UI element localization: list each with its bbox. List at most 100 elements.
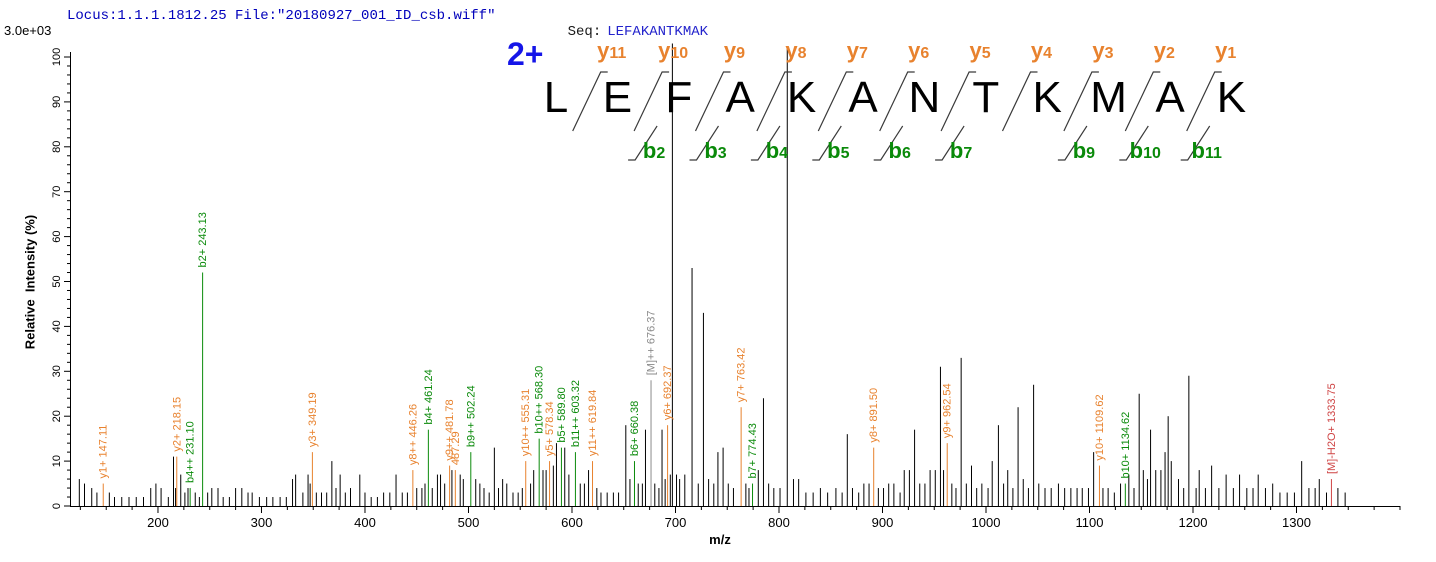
intensity-scale: 3.0e+03 (4, 23, 52, 38)
sequence-line: Seq: LEFAKANTKMAK (534, 8, 708, 56)
peak-label: y11++ 619.84 (587, 390, 599, 456)
y-tick-label: 30 (51, 365, 63, 377)
peak-label: b7+ 774.43 (747, 423, 759, 478)
seq-value: LEFAKANTKMAK (607, 24, 709, 40)
peak-label: y3+ 349.19 (307, 392, 319, 447)
y-ion-label: y8 (785, 38, 807, 63)
peak-label: y7+ 763.42 (736, 347, 748, 402)
peak-label: b2+ 243.13 (197, 212, 209, 267)
sequence-residue: K (786, 73, 817, 122)
y-tick-label: 20 (51, 410, 63, 422)
y-ion-label: y10 (658, 38, 689, 63)
b-cleavage-mark (1119, 125, 1149, 161)
x-axis-title: m/z (709, 532, 731, 547)
x-tick-label: 300 (251, 515, 273, 530)
y-ion-label: y1 (1215, 38, 1237, 63)
y-cleavage-mark (879, 71, 915, 132)
peak-label: y2+ 218.15 (171, 397, 183, 452)
b-cleavage-mark (1180, 125, 1211, 161)
y-tick-label: 40 (51, 320, 63, 332)
b-ion-label: b6 (888, 138, 911, 163)
y-cleavage-mark (1186, 71, 1222, 132)
y-cleavage-mark (633, 71, 670, 132)
y-cleavage-mark (817, 71, 854, 132)
peak-label: [M]-H2O+ 1333.75 (1326, 383, 1338, 474)
b-ion-label: b10 (1129, 138, 1161, 163)
y-tick-label: 90 (51, 96, 63, 108)
peak-label: y5+ 578.34 (544, 401, 556, 456)
y-cleavage-mark (572, 71, 608, 132)
x-tick-label: 1000 (972, 515, 1001, 530)
b-ion-label: b7 (949, 138, 973, 163)
x-tick-label: 500 (458, 515, 480, 530)
y-ion-label: y11 (597, 38, 627, 63)
b-cleavage-mark (812, 125, 842, 161)
x-tick-label: 1100 (1076, 515, 1104, 530)
b-ion-label: b2 (642, 138, 666, 163)
b-cleavage-mark (935, 125, 965, 161)
peak-label: y6+ 692.37 (662, 365, 674, 420)
b-cleavage-mark (1057, 125, 1088, 161)
locus-file-info: Locus:1.1.1.1812.25 File:"20180927_001_I… (67, 8, 496, 24)
peak-label: b11++ 603.32 (570, 380, 582, 447)
y-cleavage-mark (1063, 71, 1099, 132)
x-tick-label: 700 (665, 515, 687, 530)
peak-label: y10++ 555.31 (520, 389, 532, 456)
y-ion-label: y9 (723, 38, 746, 63)
sequence-residue: K (1032, 73, 1062, 122)
peak-label: b4++ 231.10 (185, 421, 197, 483)
peak-label: b10++ 568.30 (534, 366, 546, 434)
x-tick-label: 1300 (1282, 515, 1311, 530)
y-ion-label: y4 (1030, 38, 1053, 63)
y-cleavage-mark (1001, 71, 1038, 132)
y-ion-label: y3 (1092, 38, 1114, 63)
b-ion-label: b3 (704, 138, 727, 163)
peak-label: b4+ 461.24 (423, 369, 435, 424)
b-cleavage-mark (689, 125, 720, 161)
sequence-residue: A (1155, 73, 1185, 122)
x-tick-label: 200 (147, 515, 169, 530)
precursor-charge-state: 2+ (507, 36, 544, 72)
y-ion-label: y6 (908, 38, 930, 63)
y-tick-label: 50 (51, 275, 63, 287)
y-tick-label: 100 (51, 48, 63, 66)
b-ion-label: b11 (1191, 138, 1222, 163)
y-ion-label: y7 (846, 38, 868, 63)
x-tick-label: 900 (872, 515, 894, 530)
x-tick-label: 800 (768, 515, 790, 530)
b-cleavage-mark (873, 125, 904, 161)
y-cleavage-mark (940, 71, 977, 132)
sequence-residue: T (972, 73, 1000, 122)
y-cleavage-mark (1124, 71, 1161, 132)
y-ion-label: y2 (1153, 38, 1175, 63)
peak-label: y9++ 481.78 (444, 399, 456, 460)
peak-label: y10+ 1109.62 (1094, 394, 1106, 460)
sequence-residue: M (1090, 73, 1127, 122)
peak-label: y8+ 891.50 (868, 388, 880, 443)
y-tick-label: 0 (51, 503, 63, 509)
b-ion-label: b4 (765, 138, 789, 163)
peak-label: y8++ 446.26 (407, 404, 419, 465)
peak-label: b5+ 589.80 (556, 387, 568, 442)
peak-label: b6+ 660.38 (629, 401, 641, 456)
x-tick-label: 600 (561, 515, 583, 530)
b-ion-label: b5 (827, 138, 850, 163)
y-tick-label: 80 (51, 141, 63, 153)
b-cleavage-mark (750, 125, 781, 161)
y-cleavage-mark (756, 71, 792, 132)
seq-label: Seq: (567, 24, 602, 40)
y-cleavage-mark (694, 71, 731, 132)
b-cleavage-mark (628, 125, 658, 161)
peak-label: 487.29 (450, 431, 462, 465)
b-ion-label: b9 (1072, 138, 1096, 163)
sequence-residue: K (1216, 73, 1247, 122)
peak-label: y9+ 962.54 (942, 383, 954, 438)
y-tick-label: 10 (51, 455, 63, 467)
peak-label: [M]++ 676.37 (646, 310, 658, 375)
x-tick-label: 1200 (1179, 515, 1208, 530)
sequence-residue: A (725, 73, 755, 122)
sequence-residue: N (908, 73, 941, 122)
y-tick-label: 70 (51, 186, 63, 198)
